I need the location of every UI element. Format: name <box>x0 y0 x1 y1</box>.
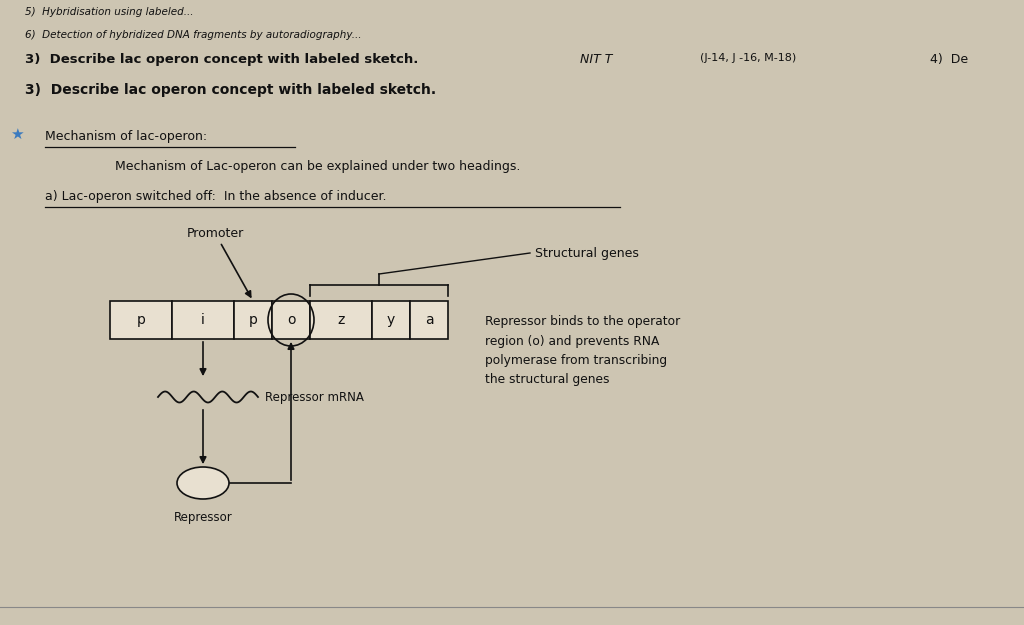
Text: Repressor mRNA: Repressor mRNA <box>265 391 364 404</box>
Text: (J-14, J -16, M-18): (J-14, J -16, M-18) <box>700 53 797 63</box>
Text: 3)  Describe lac operon concept with labeled sketch.: 3) Describe lac operon concept with labe… <box>25 83 436 97</box>
Text: y: y <box>387 313 395 327</box>
Text: Mechanism of lac-operon:: Mechanism of lac-operon: <box>45 130 207 143</box>
Text: Repressor: Repressor <box>174 511 232 524</box>
Bar <box>110 301 172 339</box>
Text: i: i <box>201 313 205 327</box>
Text: p: p <box>249 313 257 327</box>
Text: 6)  Detection of hybridized DNA fragments by autoradiography...: 6) Detection of hybridized DNA fragments… <box>25 30 361 40</box>
Text: 4)  De: 4) De <box>930 53 968 66</box>
Text: Repressor binds to the operator
region (o) and prevents RNA
polymerase from tran: Repressor binds to the operator region (… <box>485 315 680 386</box>
Text: 3)  Describe lac operon concept with labeled sketch.: 3) Describe lac operon concept with labe… <box>25 53 419 66</box>
Text: Mechanism of Lac-operon can be explained under two headings.: Mechanism of Lac-operon can be explained… <box>115 160 520 173</box>
Bar <box>372 301 410 339</box>
Text: Structural genes: Structural genes <box>535 246 639 259</box>
Text: NIT T: NIT T <box>580 53 612 66</box>
Bar <box>172 301 234 339</box>
Bar <box>234 301 272 339</box>
Text: z: z <box>337 313 345 327</box>
Ellipse shape <box>177 467 229 499</box>
Bar <box>410 301 449 339</box>
Text: Promoter: Promoter <box>186 227 244 240</box>
Text: a: a <box>425 313 433 327</box>
Text: ★: ★ <box>10 127 24 142</box>
Bar <box>310 301 372 339</box>
Text: o: o <box>287 313 295 327</box>
Text: a) Lac-operon switched off:  In the absence of inducer.: a) Lac-operon switched off: In the absen… <box>45 190 386 203</box>
Text: 5)  Hybridisation using labeled...: 5) Hybridisation using labeled... <box>25 7 194 17</box>
Bar <box>272 301 310 339</box>
Text: p: p <box>136 313 145 327</box>
